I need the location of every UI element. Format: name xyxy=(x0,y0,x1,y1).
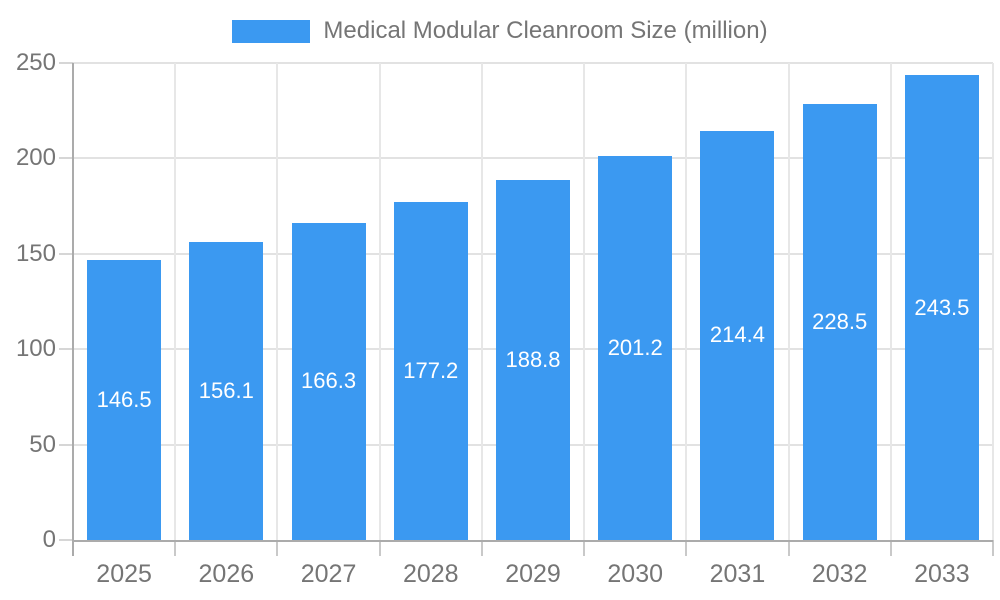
y-axis-label: 100 xyxy=(15,335,56,363)
y-axis-tick xyxy=(59,62,73,64)
x-axis-tick xyxy=(480,540,483,556)
bar-2025[interactable] xyxy=(87,260,161,540)
x-axis-label: 2027 xyxy=(300,560,357,588)
h-gridline xyxy=(73,157,993,160)
x-axis-tick xyxy=(276,540,279,556)
bar-value-label: 201.2 xyxy=(607,335,663,361)
bar-value-label: 243.5 xyxy=(914,294,970,320)
bar-2026[interactable] xyxy=(189,242,263,540)
y-axis-line xyxy=(72,63,74,556)
x-axis-label: 2025 xyxy=(96,560,152,588)
v-gridline xyxy=(583,63,586,540)
x-axis-tick xyxy=(378,540,381,556)
x-axis-line xyxy=(73,540,993,542)
chart-legend[interactable]: Medical Modular Cleanroom Size (million) xyxy=(0,14,1000,48)
bar-value-label: 156.1 xyxy=(198,378,254,404)
x-axis-tick xyxy=(787,540,790,556)
h-gridline xyxy=(73,62,993,64)
x-axis-tick xyxy=(174,540,177,556)
bar-value-label: 214.4 xyxy=(709,322,765,348)
x-axis-label: 2029 xyxy=(505,560,561,588)
x-axis-label: 2026 xyxy=(198,560,255,588)
y-axis-label: 250 xyxy=(15,49,56,76)
v-gridline xyxy=(480,63,483,540)
x-axis-label: 2030 xyxy=(607,560,664,588)
bar-2027[interactable] xyxy=(292,222,366,540)
bar-2029[interactable] xyxy=(496,179,570,540)
bar-value-label: 177.2 xyxy=(403,357,459,383)
y-axis-tick xyxy=(59,539,73,541)
v-gridline xyxy=(276,63,279,540)
v-gridline xyxy=(378,63,381,540)
v-gridline xyxy=(787,63,790,540)
x-axis-label: 2033 xyxy=(914,560,970,588)
bar-value-label: 188.8 xyxy=(505,346,561,372)
y-axis-tick xyxy=(59,443,73,446)
x-axis-label: 2031 xyxy=(709,560,766,588)
y-axis-label: 50 xyxy=(29,430,56,458)
v-gridline xyxy=(992,63,994,540)
v-gridline xyxy=(685,63,688,540)
legend-label: Medical Modular Cleanroom Size (million) xyxy=(323,17,768,44)
bar-2030[interactable] xyxy=(598,156,672,540)
bar-2033[interactable] xyxy=(905,75,979,540)
x-axis-tick xyxy=(889,540,892,556)
v-gridline xyxy=(174,63,177,540)
v-gridline xyxy=(889,63,892,540)
x-axis-tick xyxy=(992,540,994,556)
x-axis-tick xyxy=(583,540,586,556)
bar-value-label: 228.5 xyxy=(812,309,868,334)
x-axis-label: 2028 xyxy=(402,560,459,588)
y-axis-label: 150 xyxy=(15,239,56,267)
y-axis-label: 200 xyxy=(15,144,56,172)
legend-swatch xyxy=(232,19,311,43)
bar-2031[interactable] xyxy=(700,130,774,540)
y-axis-tick xyxy=(59,348,73,351)
x-axis-label: 2032 xyxy=(811,560,868,588)
x-axis-tick xyxy=(685,540,688,556)
bar-2028[interactable] xyxy=(394,201,468,540)
bar-value-label: 166.3 xyxy=(301,368,357,394)
bar-value-label: 146.5 xyxy=(96,387,152,413)
y-axis-label: 0 xyxy=(42,526,56,553)
y-axis-tick xyxy=(59,157,73,160)
y-axis-tick xyxy=(59,252,73,255)
bar-2032[interactable] xyxy=(803,104,877,540)
